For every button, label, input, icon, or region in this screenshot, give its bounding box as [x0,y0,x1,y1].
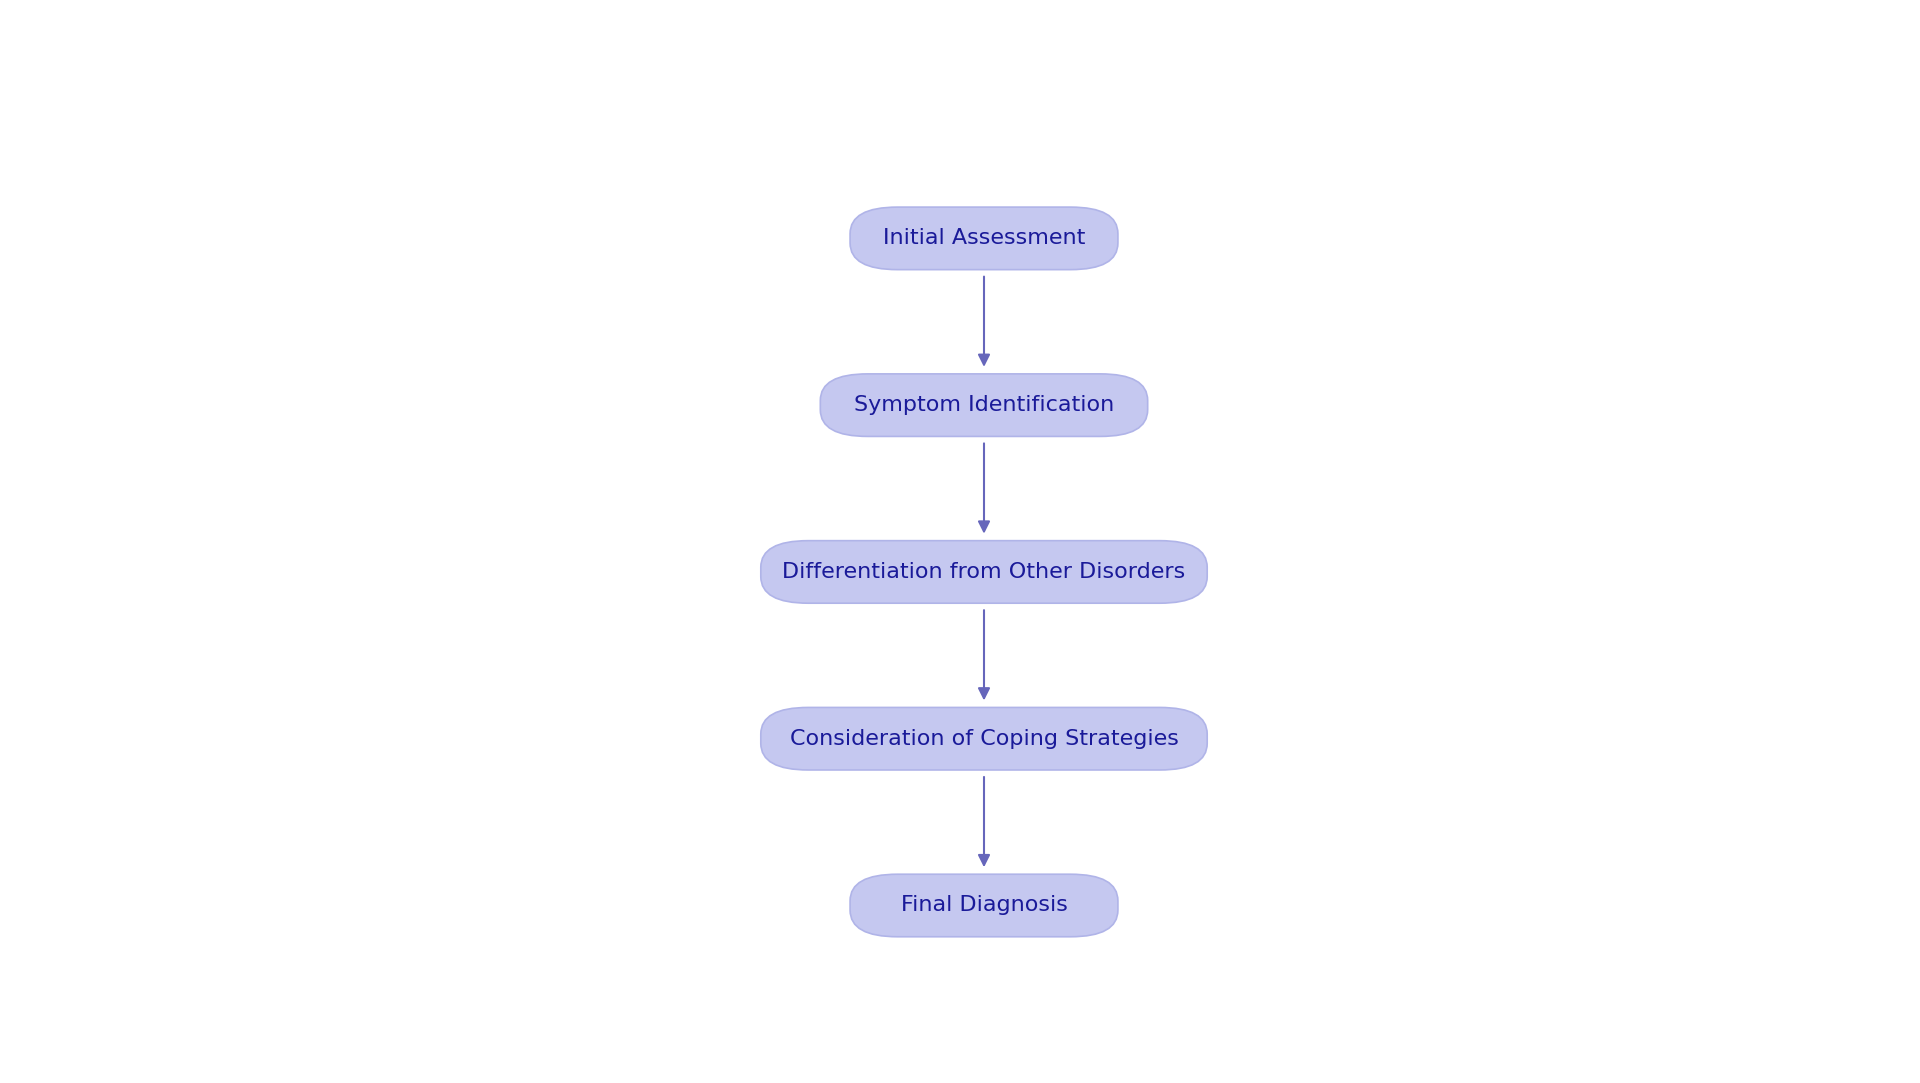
FancyBboxPatch shape [760,540,1208,603]
FancyBboxPatch shape [760,707,1208,770]
Text: Consideration of Coping Strategies: Consideration of Coping Strategies [789,729,1179,748]
Text: Differentiation from Other Disorders: Differentiation from Other Disorders [781,562,1187,582]
Text: Final Diagnosis: Final Diagnosis [900,896,1068,915]
Text: Initial Assessment: Initial Assessment [883,229,1085,248]
FancyBboxPatch shape [820,374,1148,436]
FancyBboxPatch shape [851,874,1117,937]
Text: Symptom Identification: Symptom Identification [854,395,1114,415]
FancyBboxPatch shape [851,207,1117,270]
